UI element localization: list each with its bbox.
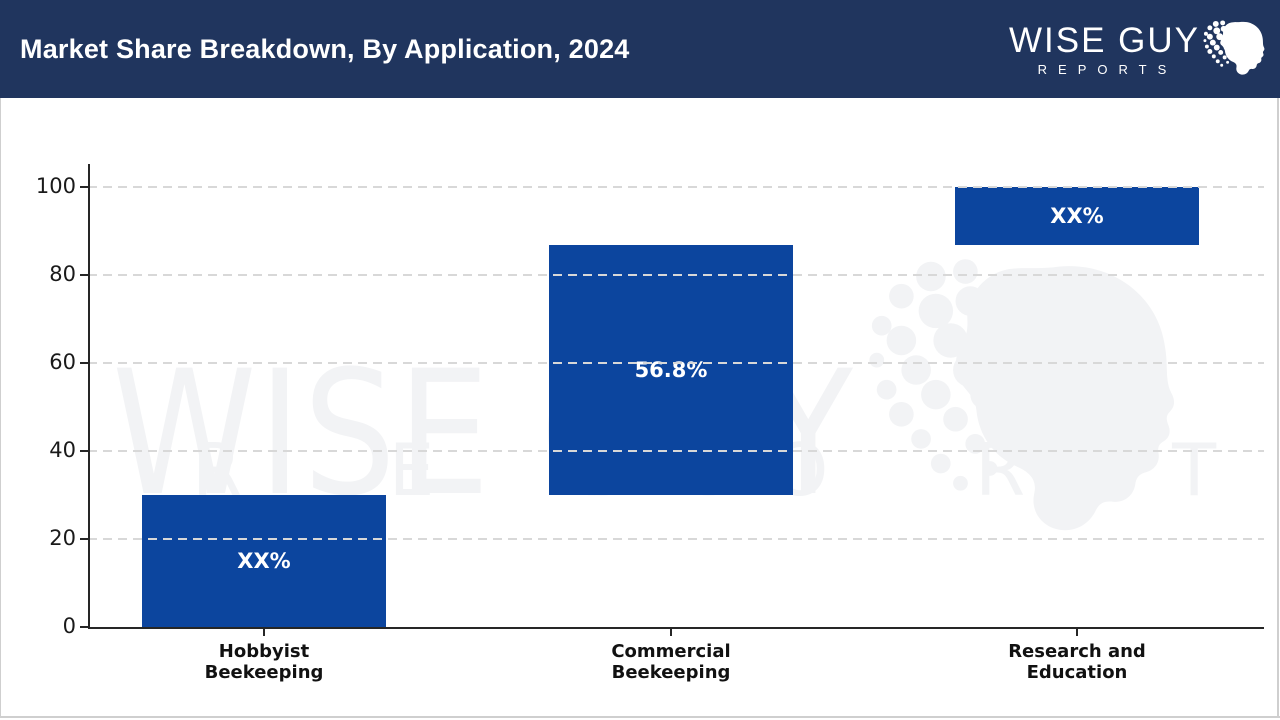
watermark-face-icon xyxy=(869,259,1175,531)
logo-wordmark: WISE GUY xyxy=(1008,20,1200,60)
header-band: Market Share Breakdown, By Application, … xyxy=(0,0,1280,98)
y-tick-mark xyxy=(80,450,88,452)
wise-guy-reports-logo: WISE GUY REPORTS xyxy=(1009,13,1266,85)
x-category-label: Research and Education xyxy=(1008,641,1146,683)
x-tick-mark xyxy=(263,629,265,636)
bar-1: XX% xyxy=(142,495,386,627)
bar-value-label: XX% xyxy=(237,549,291,573)
gridline-60 xyxy=(88,362,1264,364)
gridline-100 xyxy=(88,186,1264,188)
x-tick-mark xyxy=(1076,629,1078,636)
x-axis-spine xyxy=(88,627,1264,629)
page-title: Market Share Breakdown, By Application, … xyxy=(20,33,630,64)
logo-subtitle: REPORTS xyxy=(1037,61,1178,77)
x-category-label: Hobbyist Beekeeping xyxy=(204,641,324,683)
bar-3: XX% xyxy=(955,187,1199,246)
y-tick-label: 60 xyxy=(49,350,76,374)
bar-2: 56.8% xyxy=(549,245,793,495)
gridline-20 xyxy=(88,538,1264,540)
wise-guy-face-icon xyxy=(1203,20,1265,75)
gridline-40 xyxy=(88,450,1264,452)
y-tick-label: 0 xyxy=(62,614,76,638)
y-tick-label: 100 xyxy=(35,174,76,198)
y-tick-mark xyxy=(80,626,88,628)
y-tick-mark xyxy=(80,362,88,364)
y-tick-label: 20 xyxy=(49,526,76,550)
y-tick-mark xyxy=(80,538,88,540)
frame-line-right xyxy=(1277,98,1279,718)
gridline-80 xyxy=(88,274,1264,276)
bar-value-label: XX% xyxy=(1050,204,1104,229)
y-tick-label: 80 xyxy=(49,262,76,286)
frame-line-left xyxy=(0,98,1,718)
y-axis-spine xyxy=(88,164,90,629)
x-tick-mark xyxy=(670,629,672,636)
logo-text: WISE GUY REPORTS xyxy=(1009,23,1200,76)
x-category-label: Commercial Beekeeping xyxy=(611,641,731,683)
y-tick-label: 40 xyxy=(49,438,76,462)
frame-line-bottom xyxy=(0,716,1280,718)
y-tick-mark xyxy=(80,274,88,276)
y-tick-mark xyxy=(80,186,88,188)
chart-canvas: WISE GUY R E P O R T S 020406080100XX%56… xyxy=(0,98,1280,720)
